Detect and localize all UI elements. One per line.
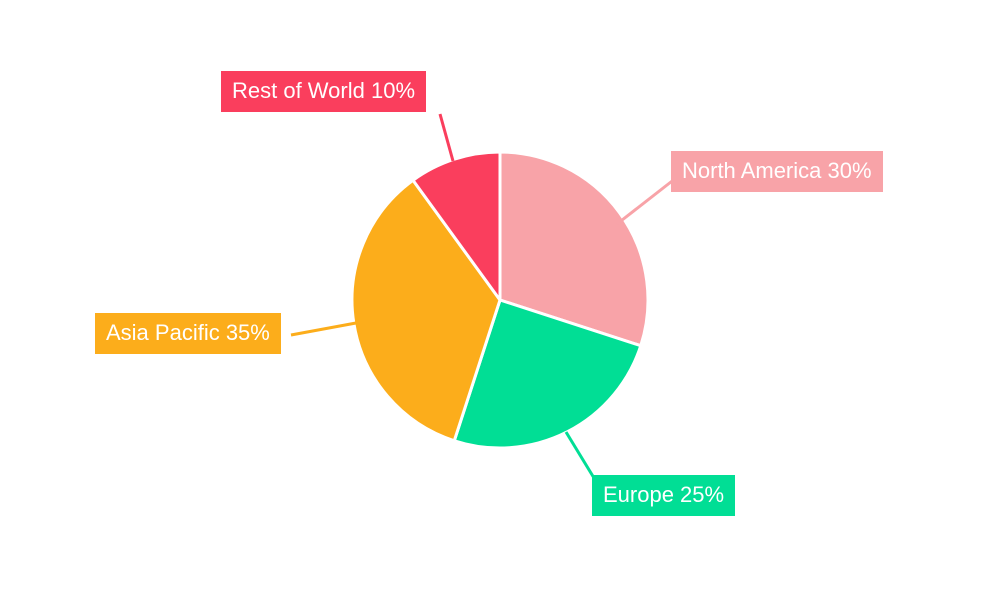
pie-slices-group [350,150,650,450]
pie-label-rest-of-world[interactable]: Rest of World 10% [221,71,427,112]
leader-line-asia-pacific [290,321,357,337]
pie-label-europe[interactable]: Europe 25% [592,475,736,516]
pie-label-north-america-text: North America 30% [682,158,872,183]
leader-line-north-america [616,176,677,226]
leader-lines-group [290,113,677,479]
leader-line-rest-of-world [438,113,455,162]
pie-label-asia-pacific-text: Asia Pacific 35% [106,320,270,345]
pie-label-asia-pacific[interactable]: Asia Pacific 35% [95,313,281,354]
pie-label-rest-of-world-text: Rest of World 10% [232,78,416,103]
pie-label-europe-text: Europe 25% [603,482,725,507]
leader-line-europe [564,431,596,479]
pie-slice-north-america[interactable] [498,150,650,348]
pie-label-north-america[interactable]: North America 30% [671,151,883,192]
pie-slice-rest-of-world[interactable] [411,150,502,302]
